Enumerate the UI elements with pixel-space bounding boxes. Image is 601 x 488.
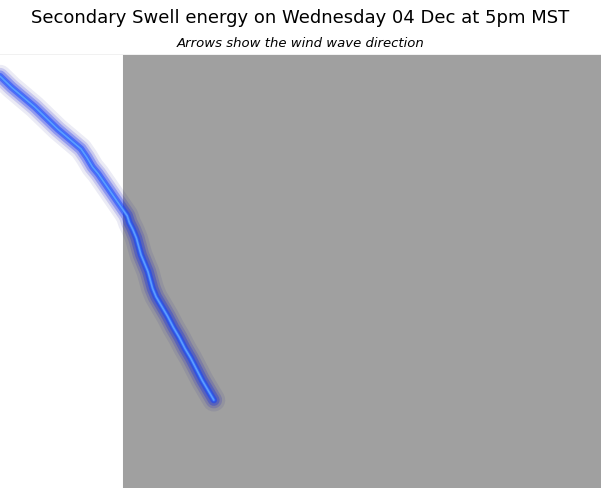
FancyBboxPatch shape — [124, 52, 601, 488]
Text: Secondary Swell energy on Wednesday 04 Dec at 5pm MST: Secondary Swell energy on Wednesday 04 D… — [31, 9, 570, 27]
Text: Arrows show the wind wave direction: Arrows show the wind wave direction — [177, 37, 424, 50]
